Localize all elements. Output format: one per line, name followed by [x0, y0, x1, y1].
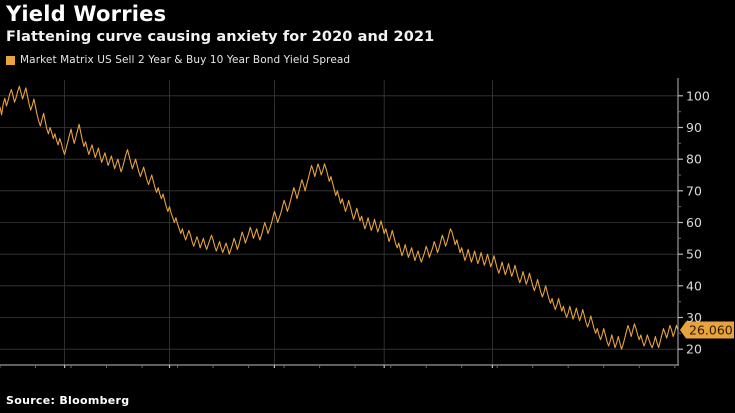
x-gridlines: [64, 80, 493, 365]
chart-svg: 20 30 40 50 60 70 80 90 100 SepDecMarJunSep20172…: [0, 78, 734, 368]
page-title: Yield Worries: [6, 2, 167, 26]
source-attribution: Source: Bloomberg: [6, 394, 130, 407]
svg-text:90: 90: [686, 120, 702, 135]
svg-text:60: 60: [686, 215, 702, 230]
svg-text:100: 100: [686, 88, 710, 103]
svg-text:50: 50: [686, 247, 702, 262]
chart-header: Yield Worries Flattening curve causing a…: [6, 2, 726, 66]
svg-text:20: 20: [686, 342, 702, 357]
svg-text:26.060: 26.060: [689, 323, 733, 338]
legend-swatch-icon: [6, 55, 15, 65]
page-subtitle: Flattening curve causing anxiety for 202…: [6, 29, 435, 45]
chart-plot-area: 20 30 40 50 60 70 80 90 100 SepDecMarJunSep20172…: [0, 76, 735, 368]
svg-text:40: 40: [686, 278, 702, 293]
svg-text:80: 80: [686, 152, 702, 167]
x-axis: SepDecMarJunSep20172018: [0, 364, 679, 368]
data-series-line: [0, 85, 679, 350]
current-value-badge: 26.060: [680, 321, 734, 339]
svg-text:70: 70: [686, 183, 702, 198]
svg-text:30: 30: [686, 310, 702, 325]
grid-lines: [0, 95, 678, 350]
y-axis: 20 30 40 50 60 70 80 90 100: [677, 78, 710, 365]
chart-legend: Market Matrix US Sell 2 Year & Buy 10 Ye…: [6, 54, 726, 66]
legend-series-label: Market Matrix US Sell 2 Year & Buy 10 Ye…: [20, 54, 351, 66]
